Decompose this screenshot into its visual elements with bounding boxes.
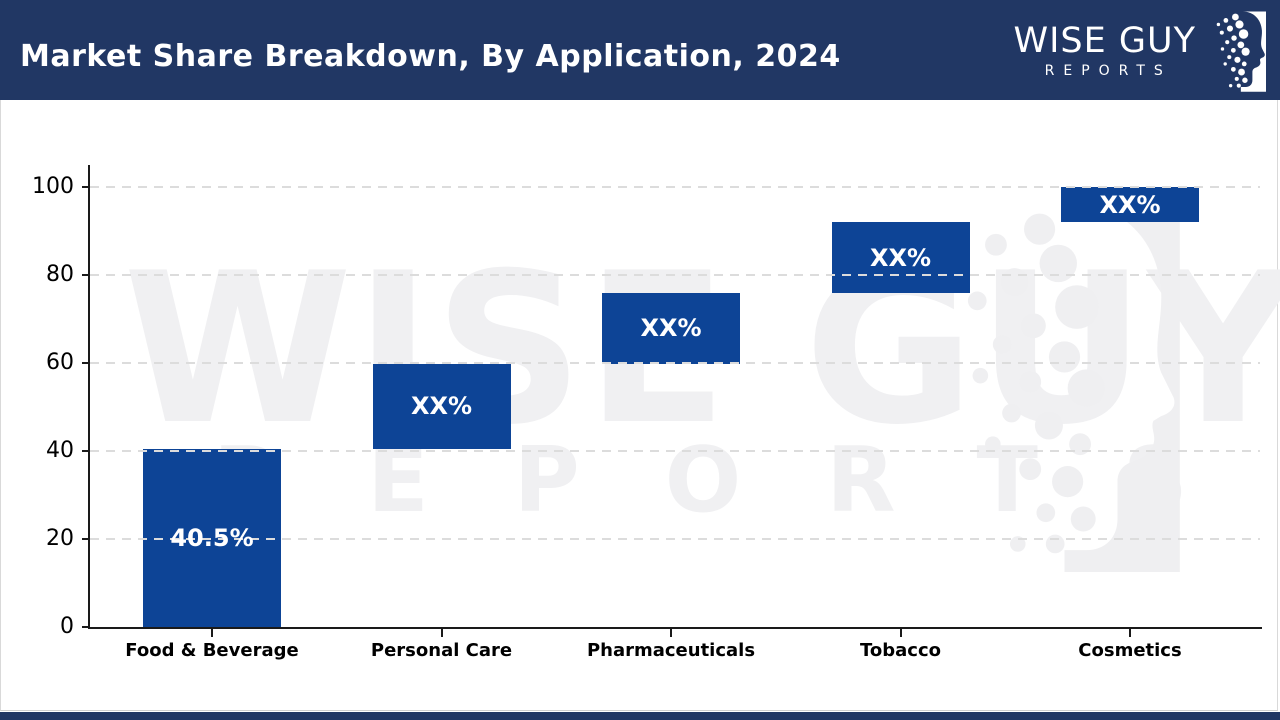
bar-2 (602, 293, 740, 364)
bar-0 (143, 448, 281, 627)
ytick-label-80: 80 (46, 262, 74, 287)
bar-label-0: 40.5% (170, 523, 254, 552)
bar-3 (831, 222, 970, 294)
ytick-mark-100 (82, 186, 90, 188)
ytick-mark-80 (82, 274, 90, 276)
xtick-mark-4 (1129, 629, 1131, 637)
ytick-label-60: 60 (46, 350, 74, 375)
ytick-mark-60 (82, 362, 90, 364)
ytick-label-0: 0 (60, 614, 74, 639)
gridline-60 (90, 362, 1260, 364)
gridline-40 (90, 450, 1260, 452)
ytick-mark-0 (82, 626, 90, 628)
gridline-100 (90, 186, 1260, 188)
category-label-4: Cosmetics (1078, 640, 1182, 661)
brand-wordmark: WISE GUY REPORTS (1013, 23, 1196, 79)
bar-1 (372, 363, 511, 449)
xtick-mark-3 (899, 629, 902, 637)
bar-label-3: XX% (869, 243, 932, 272)
header: Market Share Breakdown, By Application, … (0, 0, 1280, 100)
xtick-mark-1 (440, 629, 443, 637)
logo-dotted-head-icon (1216, 11, 1266, 92)
category-label-1: Personal Care (370, 640, 513, 661)
ytick-label-40: 40 (46, 438, 74, 463)
bar-4 (1061, 187, 1199, 223)
category-label-2: Pharmaceuticals (586, 640, 756, 661)
xtick-mark-2 (670, 629, 672, 637)
ytick-mark-40 (82, 450, 90, 452)
logo-line2: REPORTS (1044, 62, 1172, 79)
ytick-mark-20 (82, 538, 90, 540)
ytick-label-20: 20 (46, 526, 74, 551)
bar-label-2: XX% (640, 314, 702, 343)
bar-label-1: XX% (410, 392, 473, 421)
category-label-3: Tobacco (860, 640, 941, 661)
y-axis-spine (88, 165, 90, 629)
xtick-mark-0 (211, 629, 213, 637)
brand-logo: WISE GUY REPORTS (1013, 8, 1266, 94)
page-title: Market Share Breakdown, By Application, … (20, 39, 841, 74)
bar-label-4: XX% (1099, 190, 1161, 219)
footer-bar (0, 712, 1280, 720)
gridline-20 (90, 538, 1260, 540)
ytick-label-100: 100 (32, 174, 74, 199)
logo-line1: WISE GUY (1013, 21, 1196, 62)
category-label-0: Food & Beverage (125, 640, 299, 661)
gridline-80 (90, 274, 1260, 276)
x-axis-spine (88, 627, 1262, 629)
